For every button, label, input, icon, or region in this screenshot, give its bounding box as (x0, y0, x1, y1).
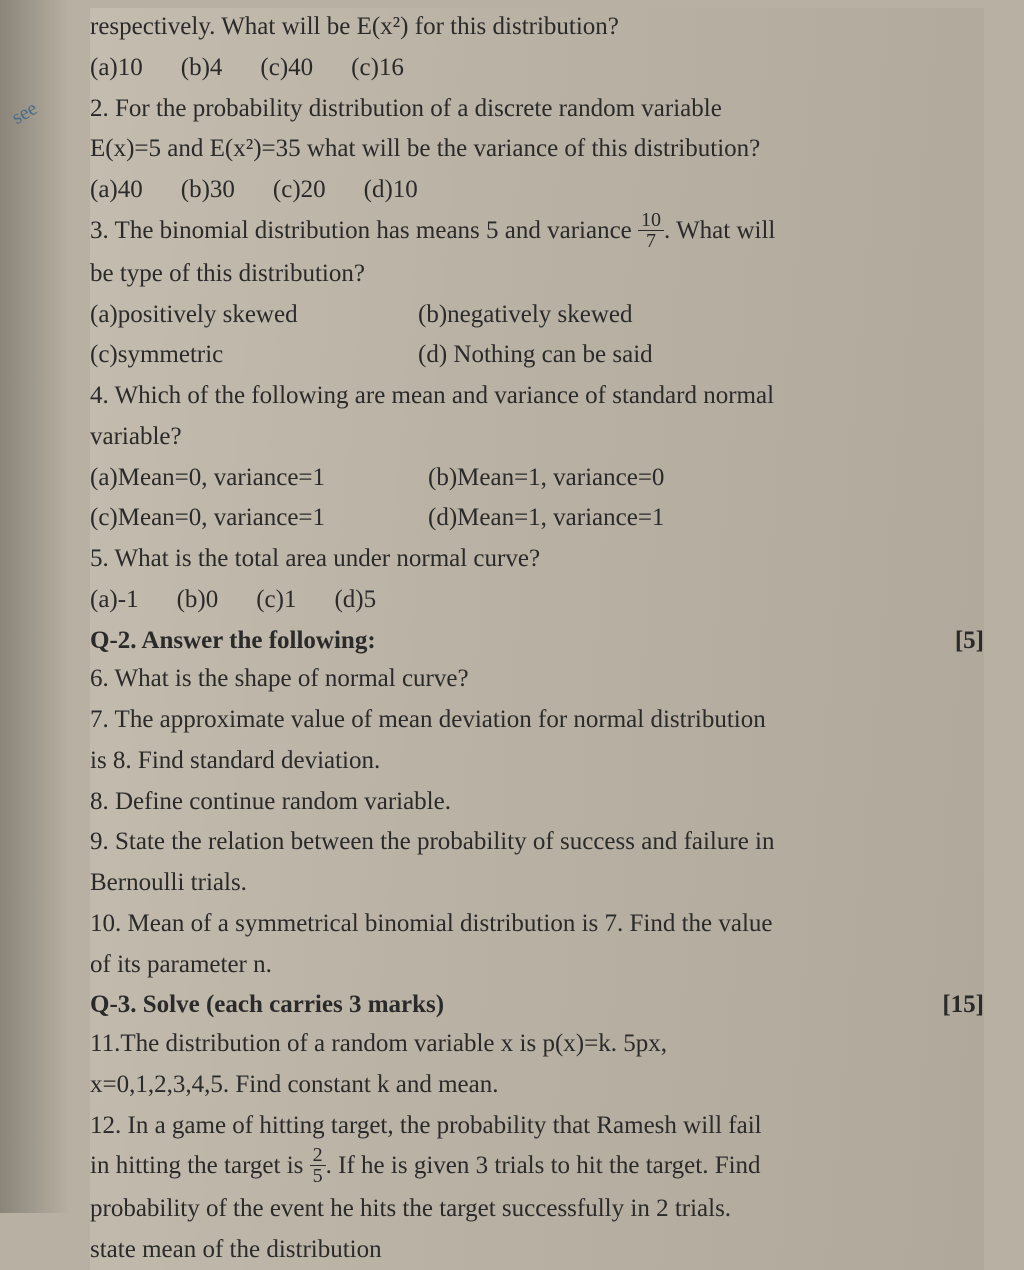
q7-line2: is 8. Find standard deviation. (90, 742, 984, 781)
q1-opt-c: (c)40 (260, 49, 313, 88)
q3-opt-d: (d) Nothing can be said (418, 336, 653, 375)
q2-options: (a)40 (b)30 (c)20 (d)10 (90, 171, 984, 210)
q5-opt-d: (d)5 (334, 581, 376, 620)
q12-frac-den: 5 (310, 1166, 326, 1186)
q4-line2: variable? (90, 418, 984, 457)
q3-options-row1: (a)positively skewed (b)negatively skewe… (90, 296, 984, 335)
q12-l2b: . If he is given 3 trials to hit the tar… (326, 1152, 761, 1179)
q4-opt-a: (a)Mean=0, variance=1 (90, 459, 400, 498)
q5-opt-c: (c)1 (256, 581, 296, 620)
q11-line2: x=0,1,2,3,4,5. Find constant k and mean. (90, 1066, 984, 1105)
q2-line2: E(x)=5 and E(x²)=35 what will be the var… (90, 130, 984, 169)
q4-options-row1: (a)Mean=0, variance=1 (b)Mean=1, varianc… (90, 459, 984, 498)
q9-line2: Bernoulli trials. (90, 864, 984, 903)
q3-opt-c: (c)symmetric (90, 336, 390, 375)
q3-line2: be type of this distribution? (90, 255, 984, 294)
q2-opt-b: (b)30 (181, 171, 235, 210)
page-shadow (0, 0, 70, 1213)
q9-line1: 9. State the relation between the probab… (90, 823, 984, 862)
section-3-title: Q-3. Solve (each carries 3 marks) (90, 986, 444, 1025)
q11-line1: 11.The distribution of a random variable… (90, 1025, 984, 1064)
section-2-header: Q-2. Answer the following: [5] (90, 622, 984, 661)
q3-opt-a: (a)positively skewed (90, 296, 390, 335)
q4-options-row2: (c)Mean=0, variance=1 (d)Mean=1, varianc… (90, 499, 984, 538)
q2-opt-c: (c)20 (273, 171, 326, 210)
q3-line1: 3. The binomial distribution has means 5… (90, 212, 984, 253)
q12-l2a: in hitting the target is (90, 1152, 310, 1179)
q2-opt-a: (a)40 (90, 171, 143, 210)
q3-pre: 3. The binomial distribution has means 5… (90, 217, 638, 244)
q2-line1: 2. For the probability distribution of a… (90, 90, 984, 129)
q10-line1: 10. Mean of a symmetrical binomial distr… (90, 905, 984, 944)
q12-line1: 12. In a game of hitting target, the pro… (90, 1107, 984, 1146)
section-3-marks: [15] (942, 986, 984, 1025)
q10-line2: of its parameter n. (90, 946, 984, 985)
q6: 6. What is the shape of normal curve? (90, 660, 984, 699)
q12-fraction: 25 (310, 1145, 326, 1186)
q3-frac-den: 7 (638, 231, 664, 251)
q12-line4: state mean of the distribution (90, 1231, 984, 1270)
exam-page: respectively. What will be E(x²) for thi… (90, 8, 984, 1270)
q4-line1: 4. Which of the following are mean and v… (90, 377, 984, 416)
q3-fraction: 107 (638, 210, 664, 251)
q1-tail: respectively. What will be E(x²) for thi… (90, 8, 984, 47)
q1-opt-d: (c)16 (351, 49, 404, 88)
handwritten-margin-note: see (6, 94, 44, 134)
q4-opt-c: (c)Mean=0, variance=1 (90, 499, 400, 538)
q5-opt-a: (a)-1 (90, 581, 139, 620)
q5-options: (a)-1 (b)0 (c)1 (d)5 (90, 581, 984, 620)
q12-line2: in hitting the target is 25. If he is gi… (90, 1147, 984, 1188)
q12-line3: probability of the event he hits the tar… (90, 1190, 984, 1229)
q4-opt-d: (d)Mean=1, variance=1 (428, 499, 664, 538)
q3-opt-b: (b)negatively skewed (418, 296, 633, 335)
q12-frac-num: 2 (310, 1145, 326, 1166)
q7-line1: 7. The approximate value of mean deviati… (90, 701, 984, 740)
q2-opt-d: (d)10 (364, 171, 418, 210)
q8: 8. Define continue random variable. (90, 783, 984, 822)
q1-opt-a: (a)10 (90, 49, 143, 88)
section-3-header: Q-3. Solve (each carries 3 marks) [15] (90, 986, 984, 1025)
q3-post: . What will (664, 217, 775, 244)
q1-opt-b: (b)4 (181, 49, 223, 88)
q5-line1: 5. What is the total area under normal c… (90, 540, 984, 579)
q3-options-row2: (c)symmetric (d) Nothing can be said (90, 336, 984, 375)
q3-frac-num: 10 (638, 210, 664, 231)
section-2-title: Q-2. Answer the following: (90, 622, 376, 661)
q1-options: (a)10 (b)4 (c)40 (c)16 (90, 49, 984, 88)
section-2-marks: [5] (955, 622, 984, 661)
q5-opt-b: (b)0 (177, 581, 219, 620)
q4-opt-b: (b)Mean=1, variance=0 (428, 459, 664, 498)
